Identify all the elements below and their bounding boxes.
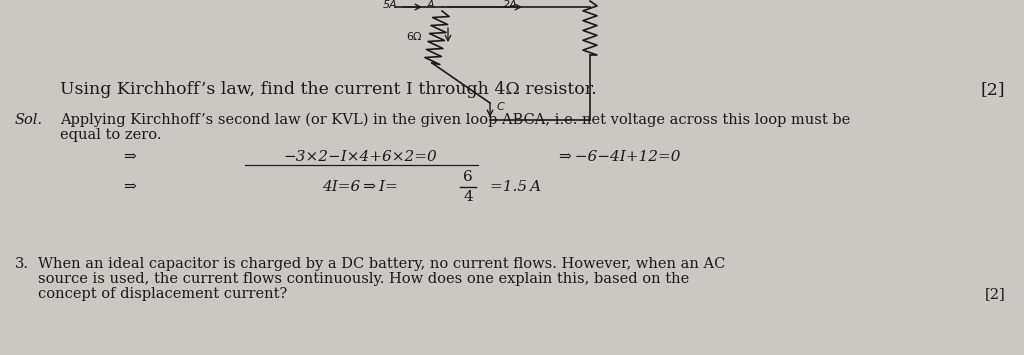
Text: 5A: 5A bbox=[383, 0, 397, 10]
Text: source is used, the current flows continuously. How does one explain this, based: source is used, the current flows contin… bbox=[38, 272, 689, 286]
Text: A: A bbox=[426, 0, 434, 10]
Text: 4: 4 bbox=[463, 190, 473, 204]
Text: 4I=6 ⇒ I=: 4I=6 ⇒ I= bbox=[323, 180, 398, 194]
Text: concept of displacement current?: concept of displacement current? bbox=[38, 287, 288, 301]
Text: Using Kirchhoff’s law, find the current I through 4Ω resistor.: Using Kirchhoff’s law, find the current … bbox=[60, 82, 597, 98]
Text: ⇒: ⇒ bbox=[124, 150, 136, 164]
Text: 3.: 3. bbox=[15, 257, 29, 271]
Text: =1.5 A: =1.5 A bbox=[490, 180, 541, 194]
Text: Applying Kirchhoff’s second law (or KVL) in the given loop ABCA, i.e. net voltag: Applying Kirchhoff’s second law (or KVL)… bbox=[60, 113, 850, 127]
Text: Sol.: Sol. bbox=[15, 113, 43, 127]
Text: −3×2−I×4+6×2=0: −3×2−I×4+6×2=0 bbox=[283, 150, 437, 164]
Text: 2A: 2A bbox=[503, 0, 517, 10]
Text: 6Ω: 6Ω bbox=[407, 32, 422, 42]
Text: When an ideal capacitor is charged by a DC battery, no current flows. However, w: When an ideal capacitor is charged by a … bbox=[38, 257, 725, 271]
Text: ⇒ −6−4I+12=0: ⇒ −6−4I+12=0 bbox=[559, 150, 681, 164]
Text: ⇒: ⇒ bbox=[124, 180, 136, 194]
Text: C: C bbox=[497, 102, 505, 112]
Text: equal to zero.: equal to zero. bbox=[60, 128, 162, 142]
Text: 6: 6 bbox=[463, 170, 473, 184]
Text: [2]: [2] bbox=[980, 82, 1005, 98]
Text: [2]: [2] bbox=[984, 287, 1005, 301]
